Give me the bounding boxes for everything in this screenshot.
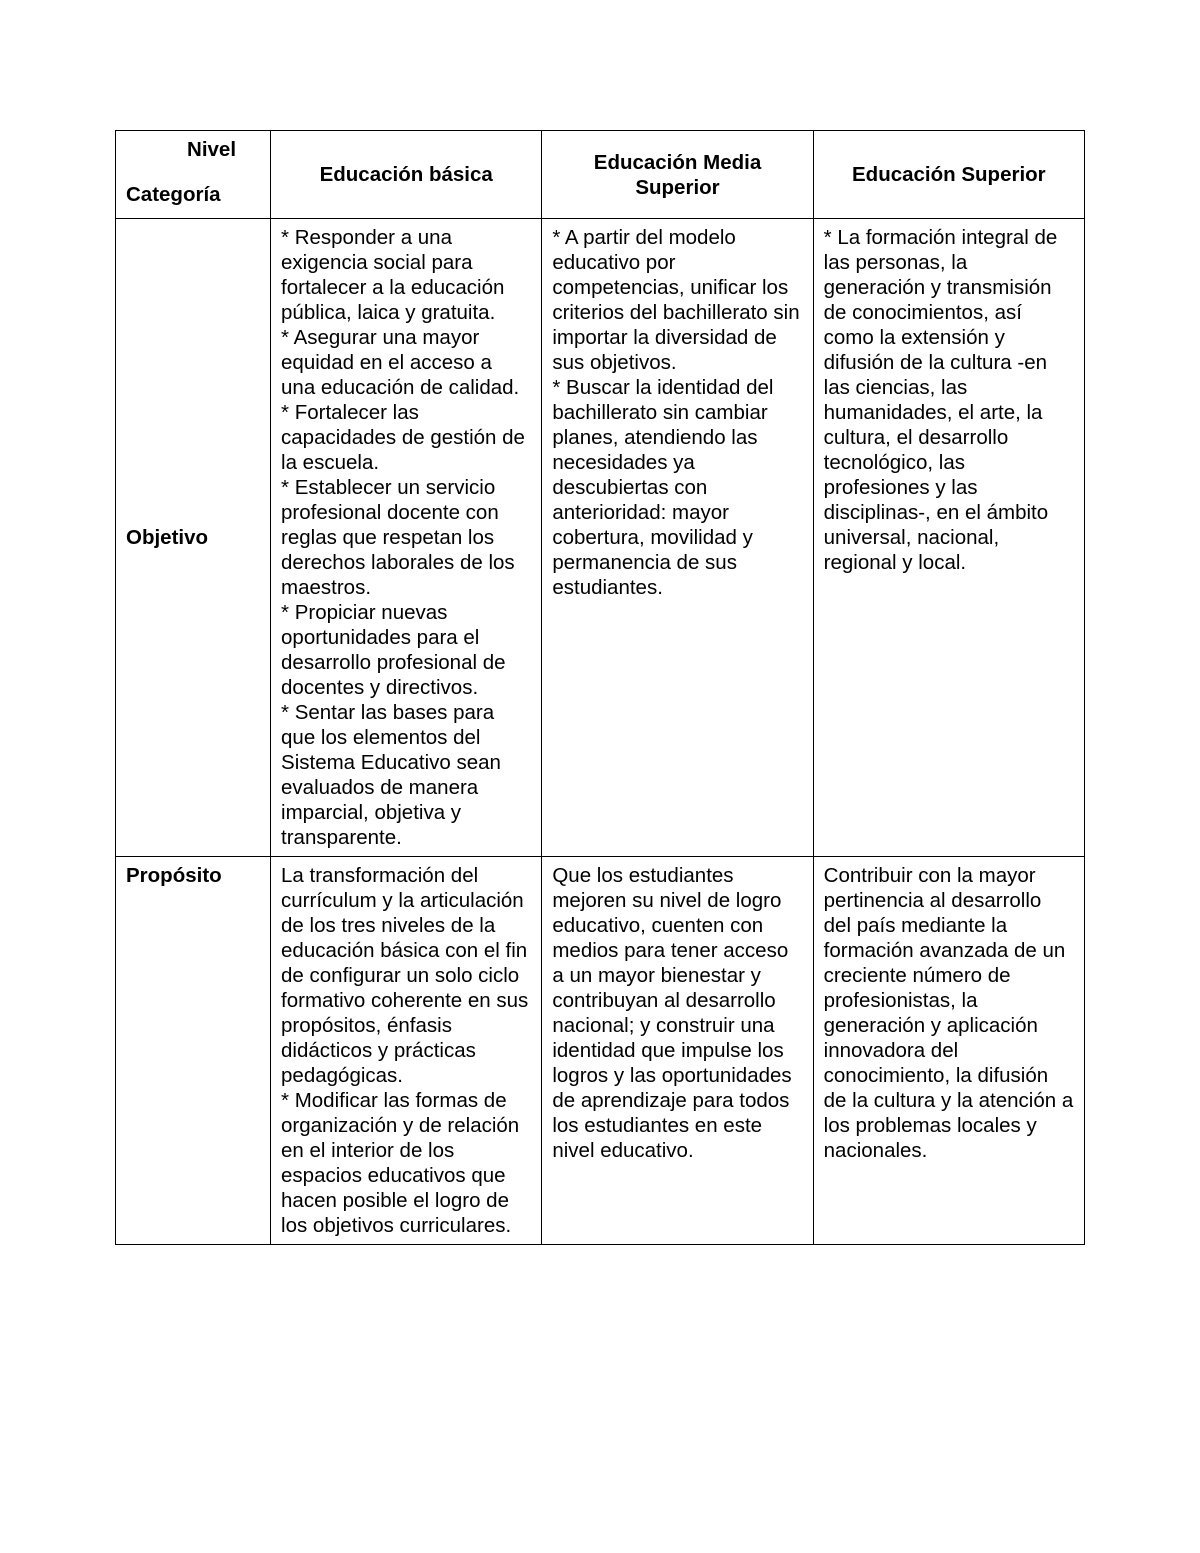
header-nivel-label: Nivel [126,137,260,162]
table-header: Nivel Categoría Educación básica Educaci… [116,131,1085,219]
table-cell: Contribuir con la mayor pertinencia al d… [813,857,1084,1245]
table-cell: Que los estudiantes mejoren su nivel de … [542,857,813,1245]
cell-text: * A partir del modelo educativo por comp… [552,226,805,599]
table-cell: * Responder a una exigencia social para … [271,219,542,857]
cell-text: La transformación del currículum y la ar… [281,864,534,1237]
cell-text: Contribuir con la mayor pertinencia al d… [824,864,1079,1162]
cell-text: * Responder a una exigencia social para … [281,226,531,849]
row-label-cell: Propósito [116,857,271,1245]
cell-text: * La formación integral de las personas,… [824,226,1063,574]
cell-text: Que los estudiantes mejoren su nivel de … [552,864,797,1162]
table-cell: * La formación integral de las personas,… [813,219,1084,857]
header-col-basica: Educación básica [271,131,542,219]
table-row: Objetivo* Responder a una exigencia soci… [116,219,1085,857]
table-cell: * A partir del modelo educativo por comp… [542,219,813,857]
header-corner-cell: Nivel Categoría [116,131,271,219]
table-body: Objetivo* Responder a una exigencia soci… [116,219,1085,1245]
table-row: PropósitoLa transformación del currículu… [116,857,1085,1245]
education-levels-table: Nivel Categoría Educación básica Educaci… [115,130,1085,1245]
row-label-cell: Objetivo [116,219,271,857]
header-col-superior: Educación Superior [813,131,1084,219]
header-col-media-superior: Educación Media Superior [542,131,813,219]
table-cell: La transformación del currículum y la ar… [271,857,542,1245]
header-categoria-label: Categoría [126,162,260,207]
